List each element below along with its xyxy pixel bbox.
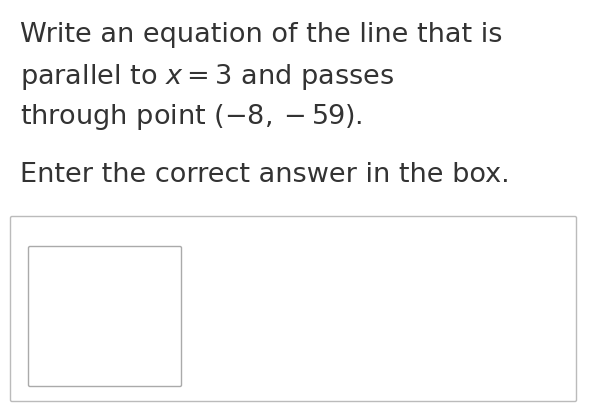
FancyBboxPatch shape — [29, 247, 182, 386]
Text: Enter the correct answer in the box.: Enter the correct answer in the box. — [20, 162, 509, 188]
FancyBboxPatch shape — [11, 217, 577, 401]
Text: through point $(-8, -59)$.: through point $(-8, -59)$. — [20, 102, 362, 132]
Text: parallel to $x = 3$ and passes: parallel to $x = 3$ and passes — [20, 62, 394, 92]
Text: Write an equation of the line that is: Write an equation of the line that is — [20, 22, 503, 48]
